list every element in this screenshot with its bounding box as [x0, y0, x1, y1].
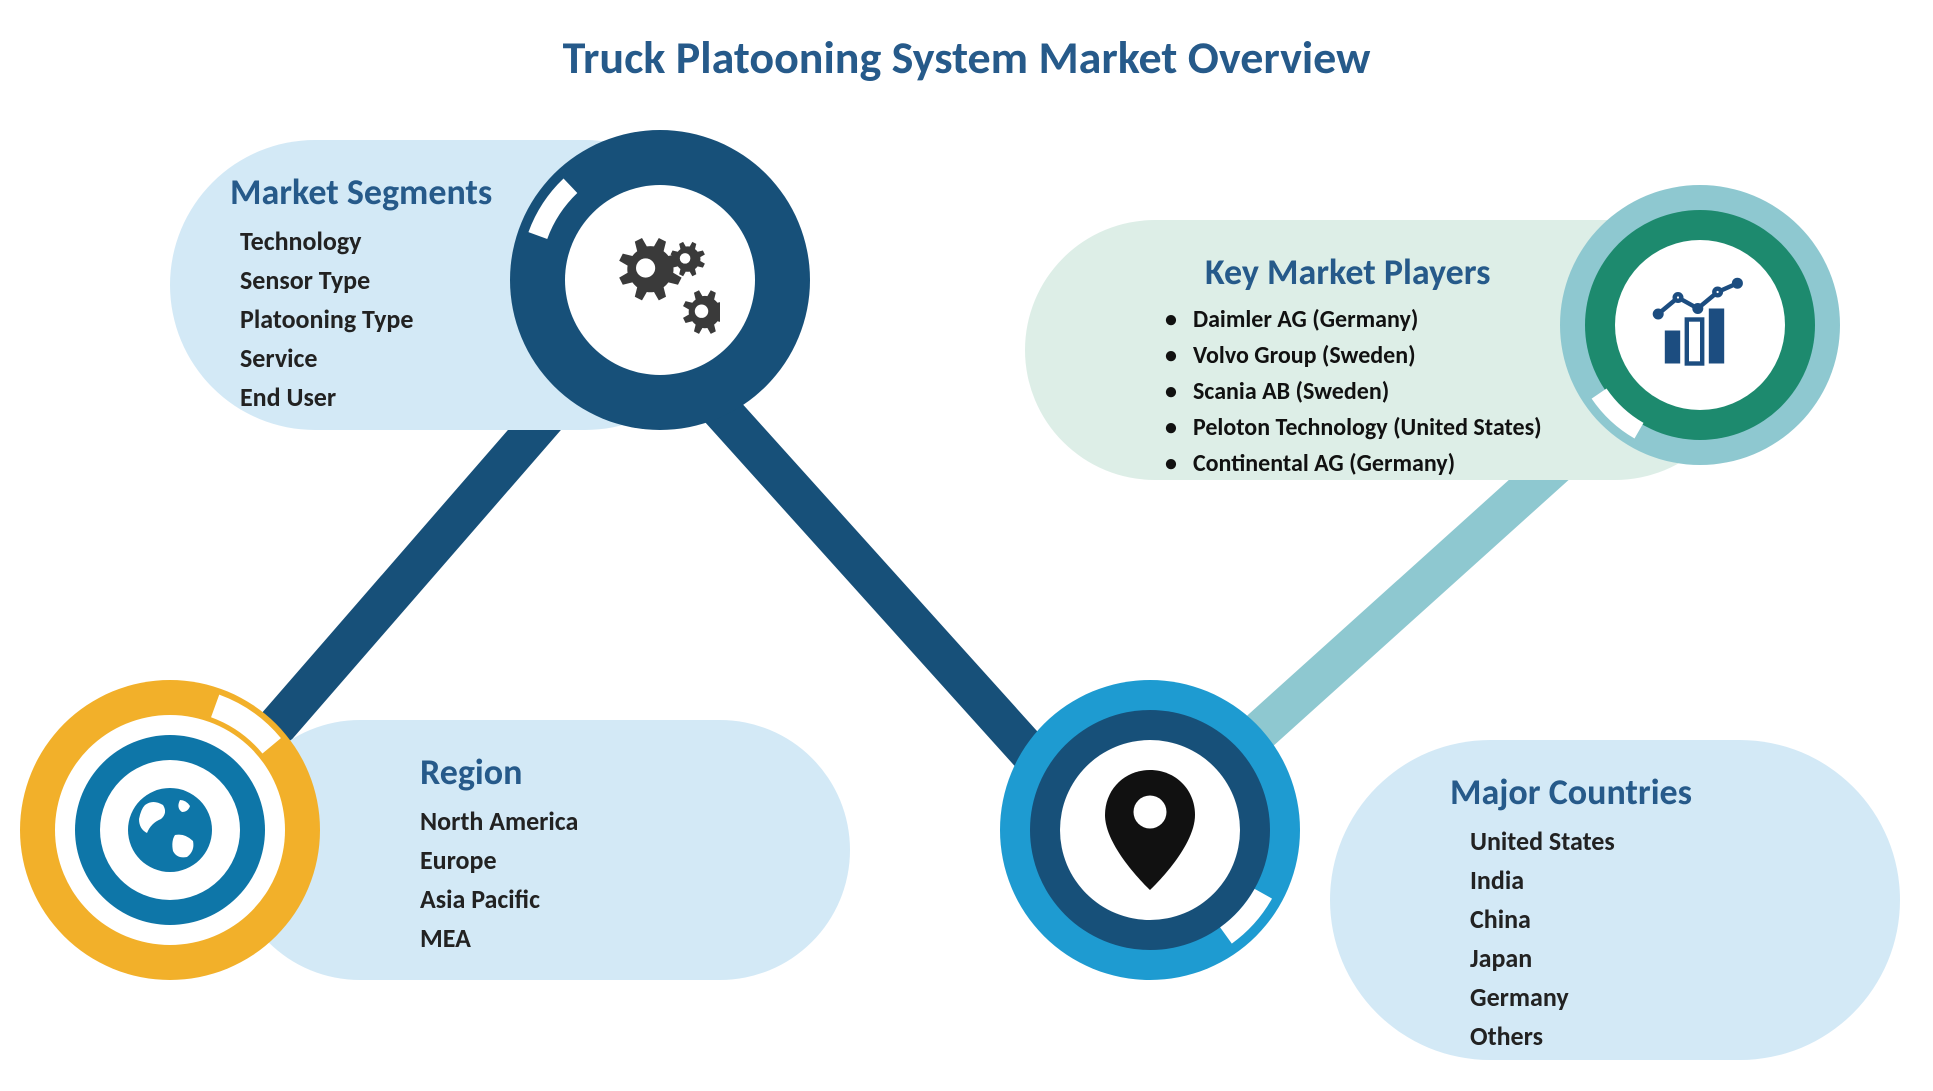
countries-panel: Major Countries United States India Chin…	[1330, 740, 1900, 1060]
list-item: Others	[1470, 1017, 1840, 1056]
countries-title: Major Countries	[1390, 770, 1840, 814]
list-item: MEA	[420, 919, 790, 958]
bar-chart-icon	[1645, 270, 1755, 380]
list-item: Germany	[1470, 978, 1840, 1017]
list-item: Continental AG (Germany)	[1165, 446, 1685, 482]
region-title: Region	[290, 750, 790, 794]
gears-icon	[600, 220, 720, 340]
list-item: Japan	[1470, 939, 1840, 978]
list-item: Asia Pacific	[420, 880, 790, 919]
page-title: Truck Platooning System Market Overview	[0, 30, 1933, 86]
list-item: Europe	[420, 841, 790, 880]
list-item: India	[1470, 861, 1840, 900]
globe-icon	[120, 780, 220, 880]
countries-node	[1000, 680, 1300, 980]
map-pin-icon	[1100, 770, 1200, 890]
region-panel: Region North America Europe Asia Pacific…	[230, 720, 850, 980]
countries-list: United States India China Japan Germany …	[1390, 822, 1840, 1056]
list-item: North America	[420, 802, 790, 841]
region-list: North America Europe Asia Pacific MEA	[290, 802, 790, 958]
players-node	[1560, 185, 1840, 465]
segments-node	[510, 130, 810, 430]
region-node	[20, 680, 320, 980]
list-item: China	[1470, 900, 1840, 939]
list-item: United States	[1470, 822, 1840, 861]
